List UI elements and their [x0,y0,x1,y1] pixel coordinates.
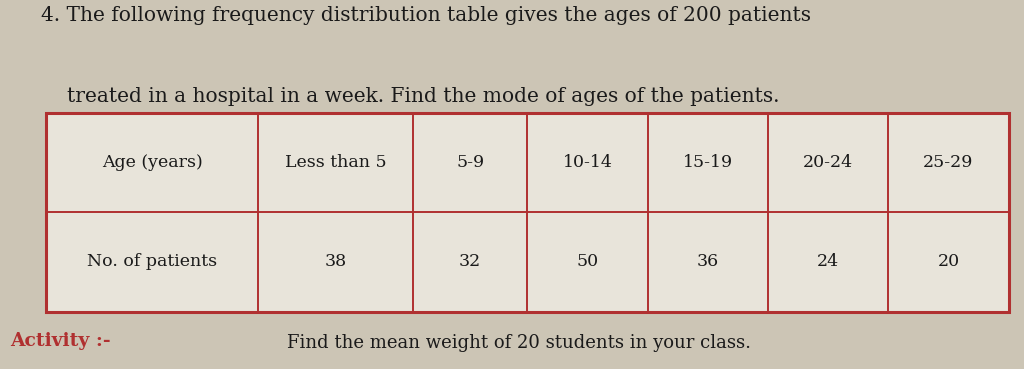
Text: 32: 32 [459,254,481,270]
Text: 10-14: 10-14 [562,154,612,171]
Text: Activity :-: Activity :- [10,332,111,350]
Text: 25-29: 25-29 [924,154,974,171]
Text: 20-24: 20-24 [803,154,853,171]
Text: treated in a hospital in a week. Find the mode of ages of the patients.: treated in a hospital in a week. Find th… [67,87,779,106]
Text: Less than 5: Less than 5 [285,154,386,171]
Text: 38: 38 [325,254,346,270]
Text: 4. The following frequency distribution table gives the ages of 200 patients: 4. The following frequency distribution … [41,6,811,24]
Text: 50: 50 [577,254,599,270]
Text: Find the mean weight of 20 students in your class.: Find the mean weight of 20 students in y… [287,334,751,352]
Text: Age (years): Age (years) [101,154,203,171]
Text: 36: 36 [696,254,719,270]
Text: 24: 24 [817,254,840,270]
Text: 20: 20 [937,254,959,270]
Text: No. of patients: No. of patients [87,254,217,270]
Text: 15-19: 15-19 [683,154,733,171]
Text: 5-9: 5-9 [456,154,484,171]
